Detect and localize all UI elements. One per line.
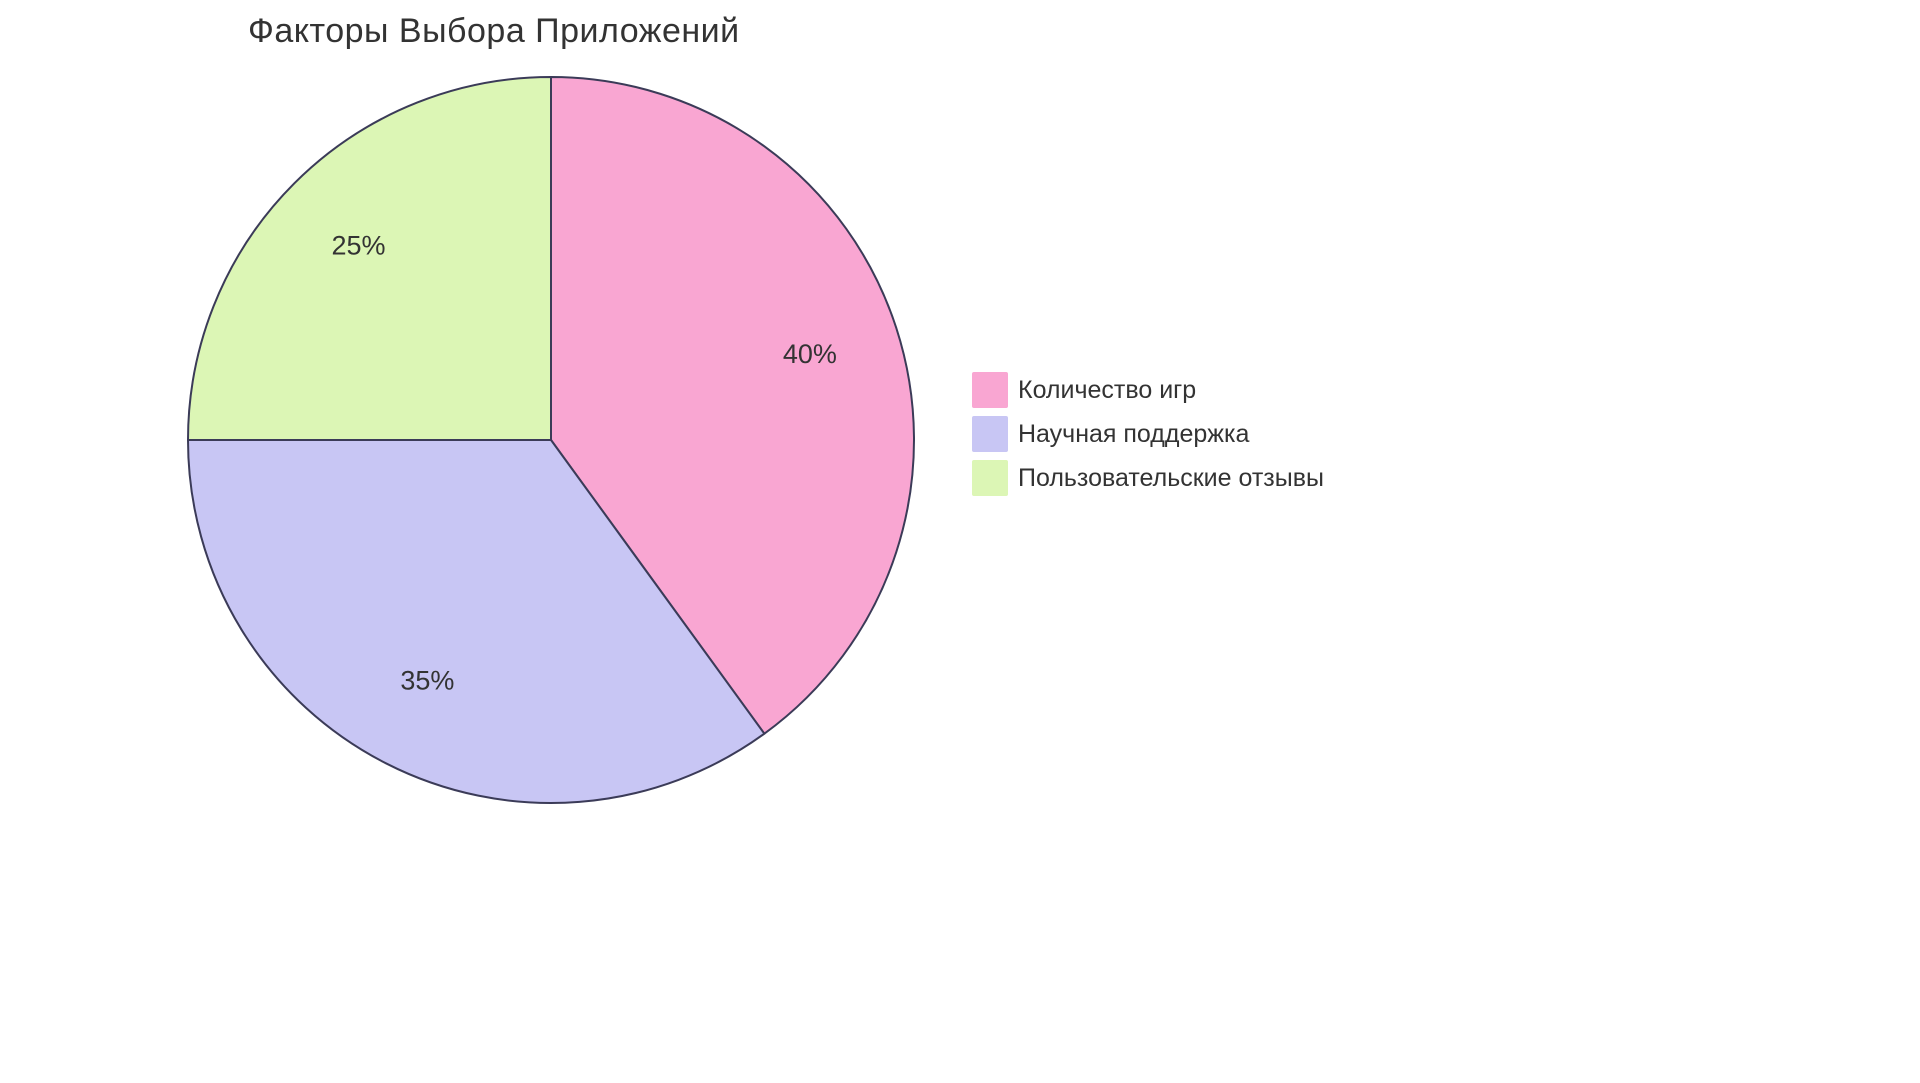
pie-slice-percent-label: 35% [400,666,454,696]
legend-label: Количество игр [1018,375,1197,404]
pie-slice-1 [187,439,766,804]
legend-item-games: Количество игр [972,372,1324,408]
pie-slice-labels: 40% 35% 25% [331,231,836,696]
pie-slice-0 [550,76,915,735]
chart-legend: Количество игр Научная поддержка Пользов… [972,372,1324,496]
pie-slice-2 [187,76,552,441]
legend-swatch-lavender [972,416,1008,452]
legend-swatch-pink [972,372,1008,408]
chart-title: Факторы Выбора Приложений [248,12,740,50]
pie-slice-percent-label: 25% [331,231,385,261]
legend-label: Пользовательские отзывы [1018,463,1324,492]
legend-item-scientific-support: Научная поддержка [972,416,1324,452]
pie-slices [187,76,915,804]
legend-item-user-reviews: Пользовательские отзывы [972,460,1324,496]
legend-swatch-green [972,460,1008,496]
legend-label: Научная поддержка [1018,419,1250,448]
pie-slice-percent-label: 40% [783,339,837,369]
